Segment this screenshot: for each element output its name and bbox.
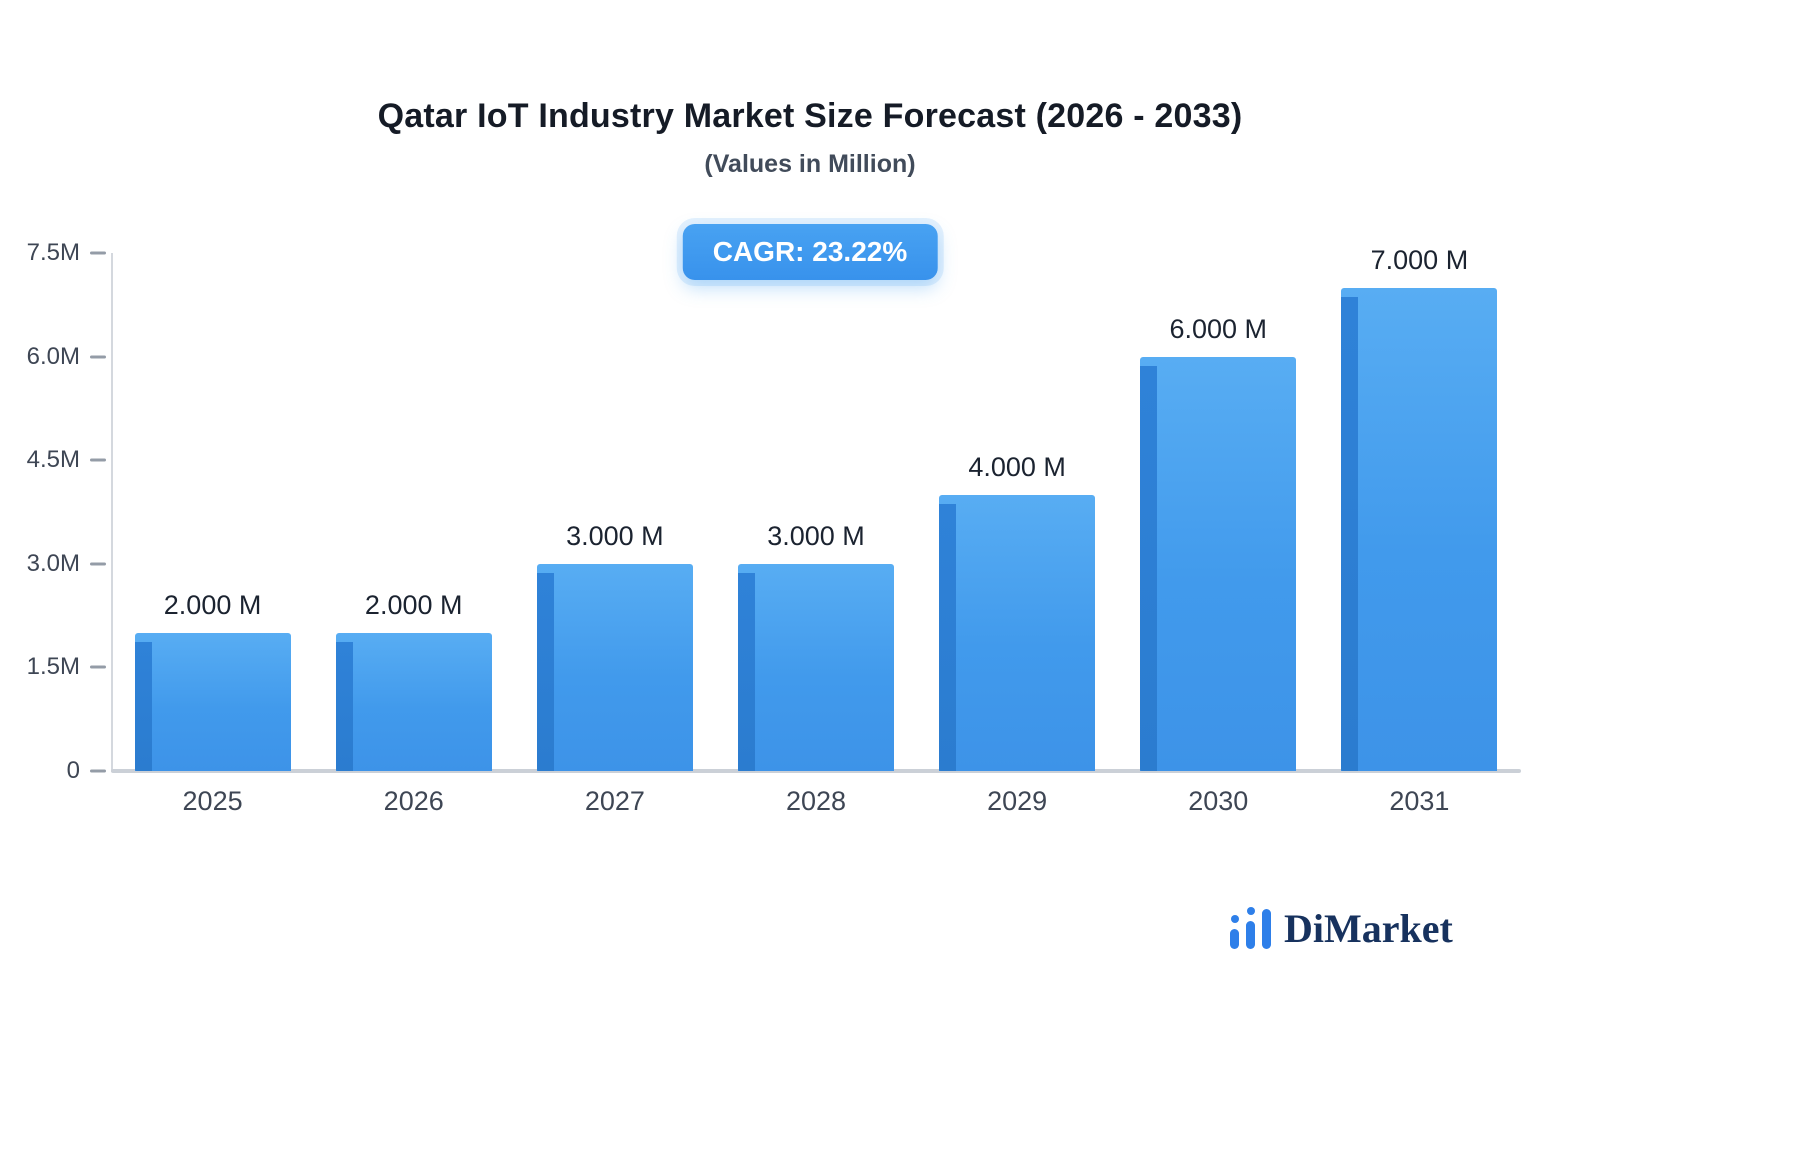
x-axis-label: 2026 bbox=[383, 786, 444, 816]
bar: 6.000 M bbox=[1140, 314, 1297, 771]
bar: 2.000 M bbox=[134, 590, 291, 771]
logo-dot bbox=[1230, 915, 1239, 923]
bar-slot: 2.000 M bbox=[313, 253, 514, 771]
logo-bar bbox=[1262, 909, 1271, 949]
dimarket-logo-icon bbox=[1230, 903, 1274, 951]
chart-subtitle: (Values in Million) bbox=[704, 150, 916, 178]
bar: 3.000 M bbox=[536, 521, 693, 771]
x-axis-label: 2025 bbox=[182, 786, 243, 816]
bar-slot: 3.000 M bbox=[715, 253, 916, 771]
bar-slot: 4.000 M bbox=[917, 253, 1118, 771]
bar-value-label: 2.000 M bbox=[364, 590, 463, 620]
bar-slot: 3.000 M bbox=[514, 253, 715, 771]
y-tick-label: 3.0M bbox=[26, 549, 80, 577]
y-axis-line bbox=[111, 253, 113, 772]
logo-dot bbox=[1246, 907, 1255, 915]
y-tick-label: 7.5M bbox=[26, 239, 80, 266]
y-tick-dash bbox=[90, 562, 106, 566]
logo-bar bbox=[1246, 921, 1255, 949]
y-tick-label: 4.5M bbox=[26, 446, 80, 474]
bar-value-label: 4.000 M bbox=[968, 452, 1066, 482]
y-tick-label: 0 bbox=[66, 757, 80, 784]
bar: 2.000 M bbox=[335, 590, 492, 771]
dimarket-logo: DiMarket bbox=[1230, 903, 1453, 951]
x-axis-label: 2027 bbox=[584, 786, 645, 816]
bar-value-label: 2.000 M bbox=[163, 590, 262, 620]
bar-value-label: 7.000 M bbox=[1370, 245, 1469, 275]
x-axis-label: 2028 bbox=[785, 786, 847, 816]
bars-row: 2.000 M 2.000 M 3.000 M 3.000 M 4.000 M 6.000… bbox=[112, 245, 1520, 771]
x-axis-label: 2030 bbox=[1188, 786, 1249, 816]
x-axis-labels-row: 2025 2026 2027 2028 2029 2030 2031 bbox=[112, 786, 1520, 817]
y-tick-dash bbox=[90, 251, 106, 255]
cagr-badge: CAGR: 23.22% bbox=[682, 224, 938, 280]
bar: 7.000 M bbox=[1341, 245, 1498, 771]
y-tick-dash bbox=[90, 665, 106, 669]
bar: 3.000 M bbox=[737, 521, 894, 771]
bar-value-label: 3.000 M bbox=[767, 521, 865, 551]
bar-slot: 7.000 M bbox=[1319, 245, 1520, 771]
bar-value-label: 3.000 M bbox=[566, 521, 664, 551]
y-axis: 7.5M 6.0M 4.5M 3.0M 1.5M 0 bbox=[0, 239, 112, 784]
bar-slot: 6.000 M bbox=[1118, 253, 1319, 771]
logo-bar bbox=[1230, 929, 1239, 949]
y-tick-dash bbox=[90, 355, 106, 359]
bar-value-label: 6.000 M bbox=[1169, 314, 1268, 344]
y-tick-dash bbox=[90, 458, 106, 462]
bar: 4.000 M bbox=[939, 452, 1096, 771]
y-tick-label: 6.0M bbox=[26, 342, 80, 370]
y-tick-dash bbox=[90, 769, 106, 773]
chart-title: Qatar IoT Industry Market Size Forecast … bbox=[377, 97, 1243, 135]
x-axis-label: 2031 bbox=[1389, 786, 1450, 816]
y-tick-label: 1.5M bbox=[26, 653, 80, 681]
x-axis-label: 2029 bbox=[987, 786, 1048, 816]
dimarket-logo-text: DiMarket bbox=[1284, 906, 1453, 951]
bar-slot: 2.000 M bbox=[112, 253, 313, 771]
x-axis-line bbox=[111, 769, 1521, 773]
